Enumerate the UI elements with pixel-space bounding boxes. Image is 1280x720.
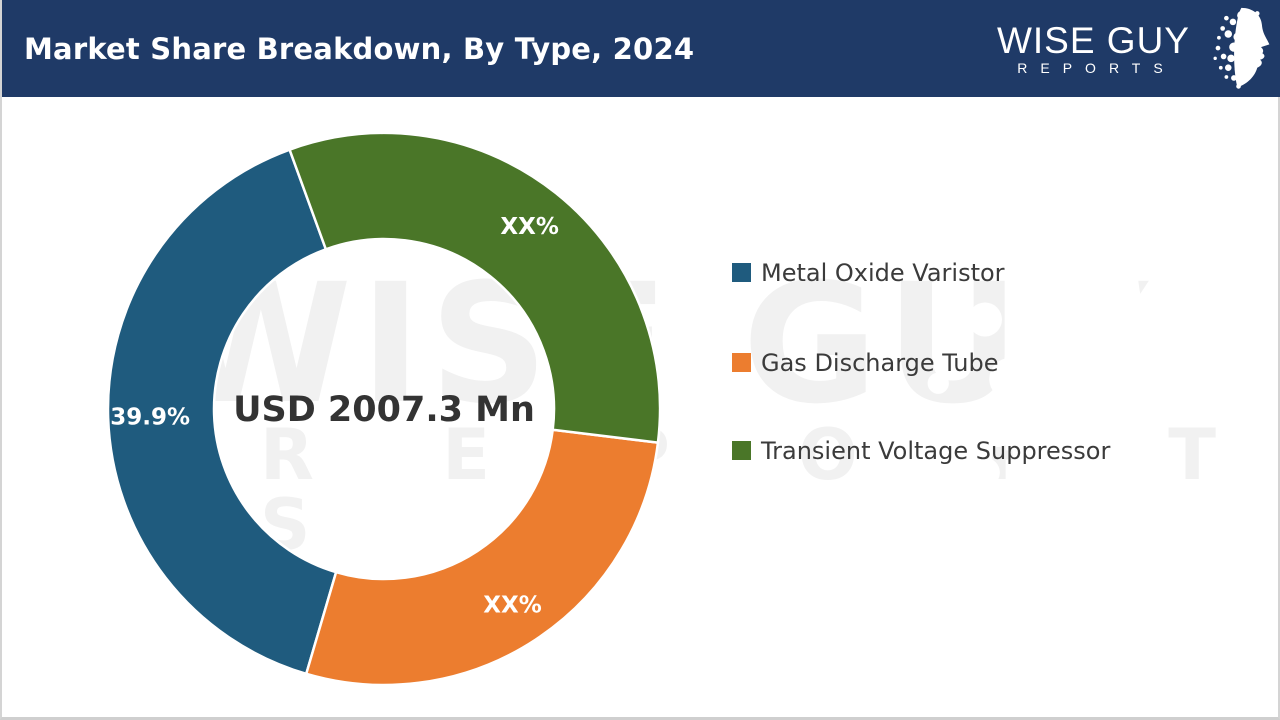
legend-label: Transient Voltage Suppressor xyxy=(761,437,1111,465)
logo-subtitle: REPORTS xyxy=(1017,59,1176,76)
legend-swatch-orange xyxy=(732,353,751,372)
donut-segment-0 xyxy=(106,148,338,676)
legend-label: Gas Discharge Tube xyxy=(761,349,999,377)
slice-value-label-2: XX% xyxy=(500,214,559,240)
header-bar: Market Share Breakdown, By Type, 2024 WI… xyxy=(2,0,1280,97)
legend-swatch-blue xyxy=(732,263,751,282)
wise-guy-reports-logo: WISE GUY REPORTS xyxy=(997,0,1270,97)
donut-segment-2 xyxy=(288,131,662,444)
slice-value-label-1: XX% xyxy=(483,593,542,619)
donut-chart: 39.9% XX% XX% USD 2007.3 Mn xyxy=(106,131,662,687)
logo-text: WISE GUY REPORTS xyxy=(996,19,1190,76)
legend-item-transient-voltage-suppressor: Transient Voltage Suppressor xyxy=(732,438,1110,464)
legend-item-metal-oxide-varistor: Metal Oxide Varistor xyxy=(732,260,1005,286)
logo-wordmark: WISE GUY xyxy=(996,19,1190,61)
donut-center-value: USD 2007.3 Mn xyxy=(233,390,535,430)
legend-item-gas-discharge-tube: Gas Discharge Tube xyxy=(732,350,999,376)
logo-face-dots xyxy=(1213,10,1260,89)
legend-swatch-green xyxy=(732,441,751,460)
legend-label: Metal Oxide Varistor xyxy=(761,259,1005,287)
donut-segment-1 xyxy=(305,428,660,687)
slice-value-label-0: 39.9% xyxy=(110,404,190,430)
logo-face-icon xyxy=(1213,7,1270,89)
page-title: Market Share Breakdown, By Type, 2024 xyxy=(24,31,695,66)
